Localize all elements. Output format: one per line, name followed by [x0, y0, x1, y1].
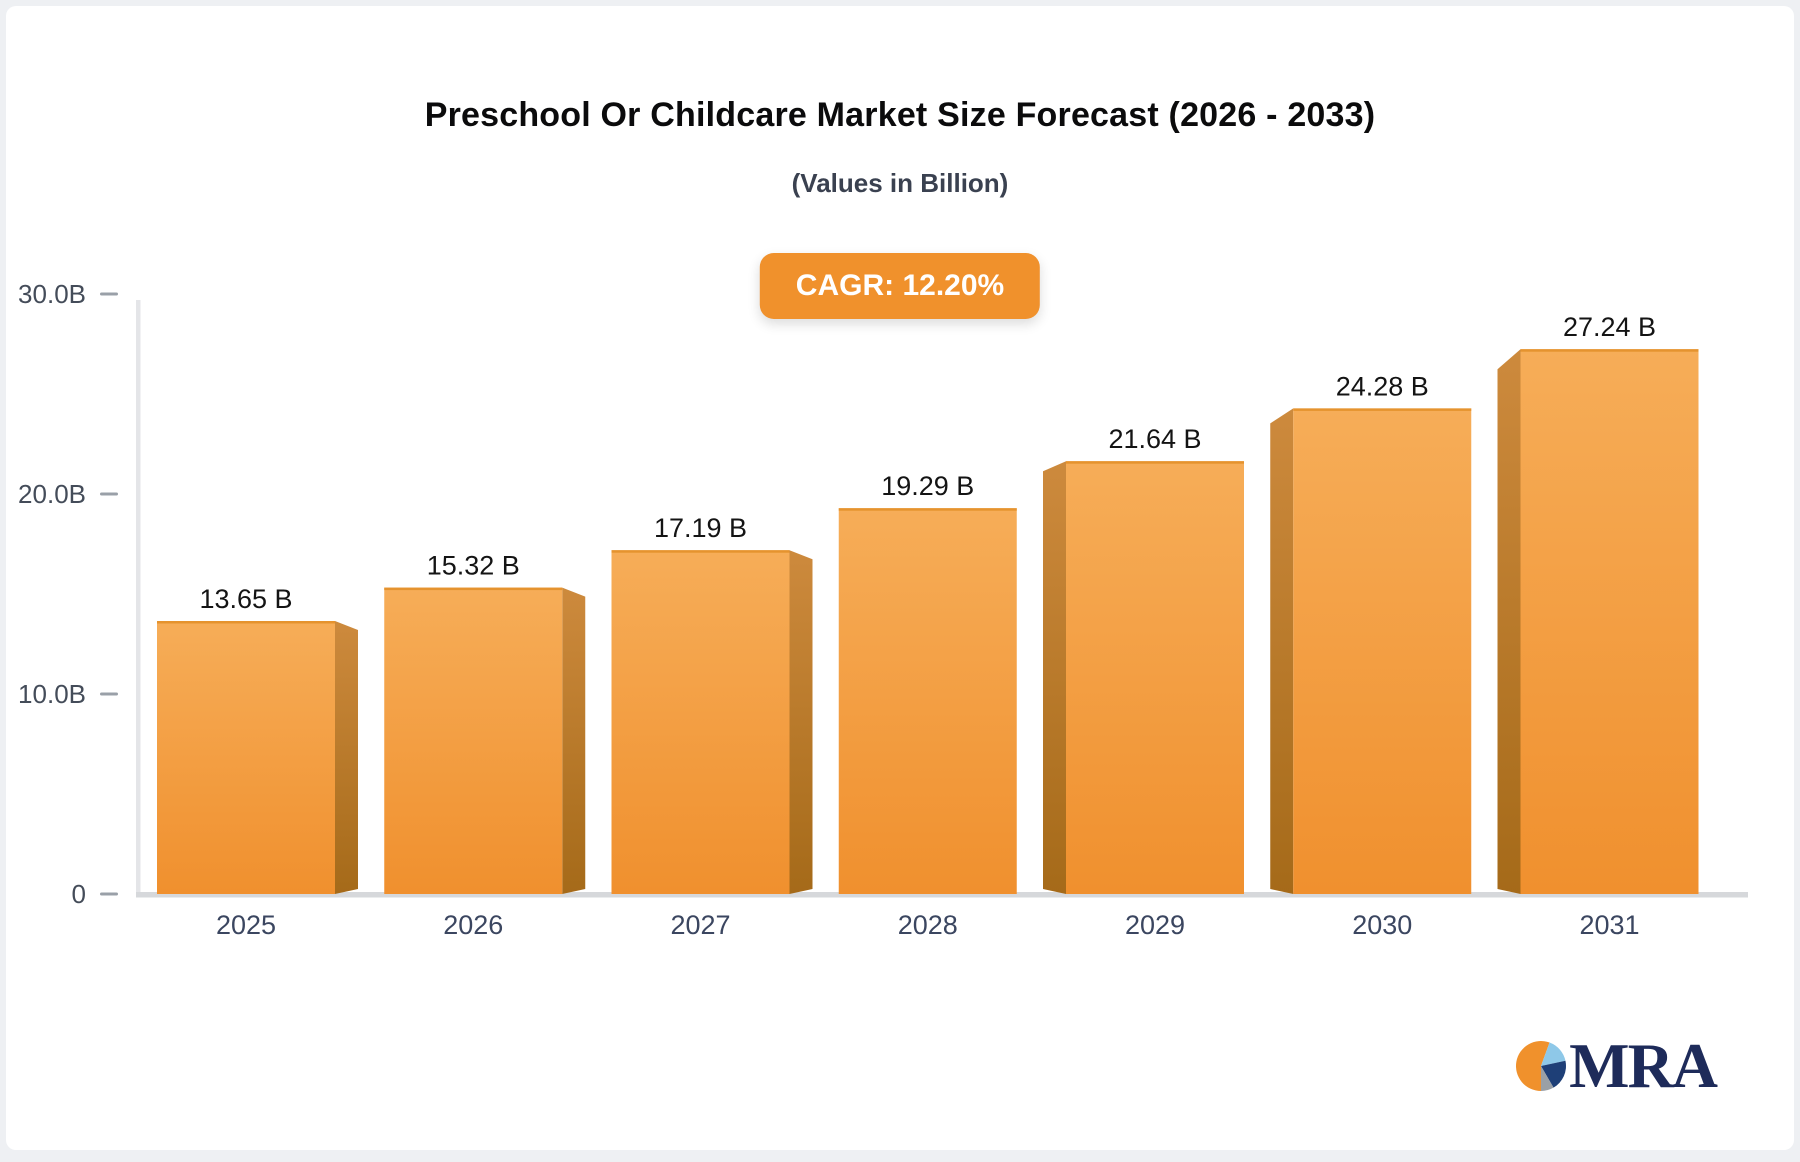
x-tick-label: 2027	[670, 910, 730, 940]
bar-side-face	[1270, 408, 1294, 894]
y-tick-label: 10.0B	[18, 679, 86, 709]
y-tick-label: 0	[72, 879, 86, 909]
y-tick-mark	[100, 292, 118, 296]
chart-card: Preschool Or Childcare Market Size Forec…	[6, 6, 1794, 1150]
bar-2031	[1520, 349, 1699, 894]
x-axis-baseline	[136, 892, 1748, 898]
bar-top-edge	[1520, 349, 1699, 352]
x-tick-label: 2031	[1579, 910, 1639, 940]
bar-top-edge	[1293, 408, 1472, 411]
bar-value-label: 24.28 B	[1336, 371, 1429, 401]
y-tick-mark	[100, 492, 118, 496]
y-tick-label: 30.0B	[18, 279, 86, 309]
bar-top-edge	[838, 508, 1017, 511]
bar-value-label: 19.29 B	[881, 471, 974, 501]
bar-2030	[1293, 408, 1472, 894]
bar-top-edge	[384, 587, 563, 591]
bar-2029	[1066, 461, 1244, 894]
bar-side-face	[1043, 461, 1066, 894]
bar-value-label: 17.19 B	[654, 513, 747, 543]
logo-pie-slice-gray	[1541, 1066, 1554, 1091]
bar-2025	[157, 621, 335, 894]
bar-side-face	[335, 621, 358, 894]
y-tick-mark	[100, 692, 118, 696]
bar-2026	[384, 587, 563, 894]
bar-side-face	[1497, 349, 1521, 894]
mra-logo-text: MRA	[1569, 1030, 1718, 1101]
bar-value-label: 27.24 B	[1563, 312, 1656, 342]
bar-value-label: 13.65 B	[199, 584, 292, 614]
bar-value-label: 15.32 B	[427, 551, 520, 581]
bar-chart: 30.0B 20.0B 10.0B 0 13.65 B 2025 15.32 B 2026 17…	[18, 279, 1748, 940]
logo-pie-slice-orange	[1516, 1041, 1550, 1091]
bar-top-edge	[611, 550, 790, 553]
bar-top-edge	[157, 621, 335, 624]
logo-pie-slice-light-blue	[1541, 1042, 1566, 1066]
x-tick-label: 2030	[1352, 910, 1412, 940]
x-tick-label: 2029	[1125, 910, 1185, 940]
bar-2027	[611, 550, 790, 894]
x-tick-label: 2028	[898, 910, 958, 940]
y-axis-line	[136, 300, 141, 894]
y-tick-label: 20.0B	[18, 479, 86, 509]
chart-title: Preschool Or Childcare Market Size Forec…	[424, 96, 1376, 134]
bar-2028	[838, 508, 1017, 894]
bar-side-face	[562, 587, 586, 894]
bar-side-face	[789, 550, 813, 894]
pie-chart-logo-icon	[1516, 1041, 1567, 1091]
cagr-badge: CAGR: 12.20%	[759, 253, 1041, 319]
x-tick-label: 2026	[443, 910, 503, 940]
logo-pie-slice-navy	[1541, 1060, 1567, 1088]
bar-top-edge	[1066, 461, 1244, 464]
chart-subtitle: (Values in Billion)	[791, 168, 1009, 198]
x-tick-label: 2025	[216, 910, 276, 940]
mra-logo: MRA	[1515, 1030, 1718, 1101]
bar-value-label: 21.64 B	[1108, 424, 1201, 454]
y-tick-mark	[100, 892, 118, 896]
